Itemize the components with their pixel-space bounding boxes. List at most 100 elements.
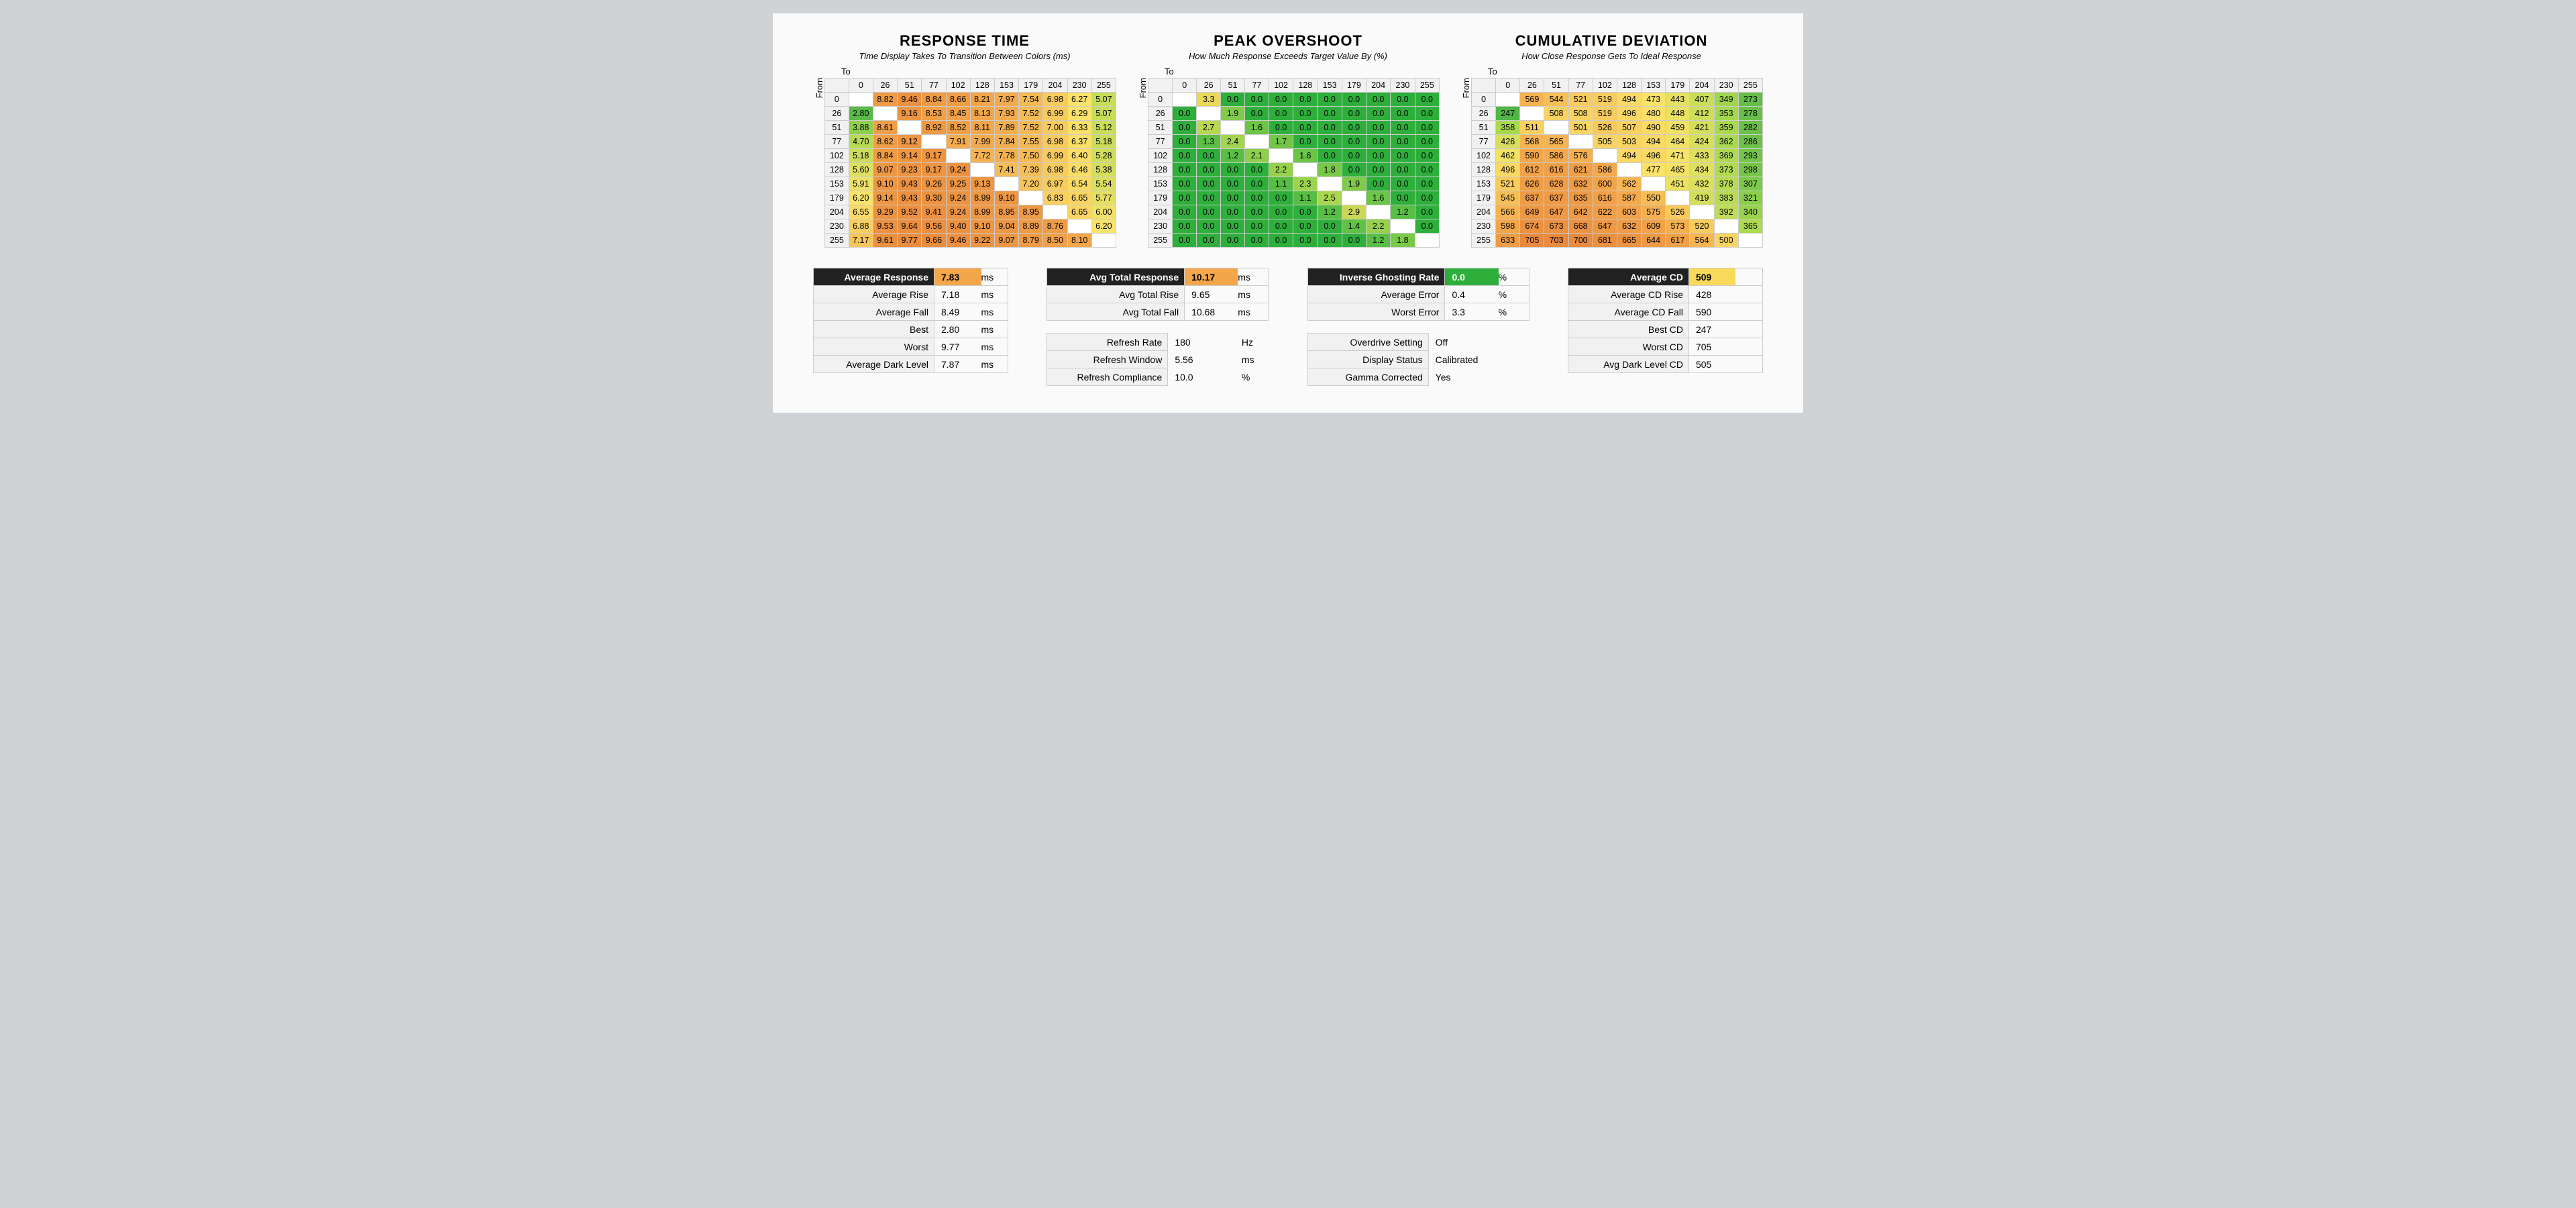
heatmap-cell: 471 [1666,149,1690,163]
heatmap-cell: 464 [1666,135,1690,149]
heatmap-cell: 0.0 [1415,135,1439,149]
col-header: 102 [1269,79,1293,93]
heatmap-cell: 0.0 [1221,163,1245,177]
heatmap-cell: 0.0 [1293,135,1318,149]
heatmap-cell: 432 [1690,177,1714,191]
summary-tables-row: Average Response7.83msAverage Rise7.18ms… [813,268,1763,386]
heatmap-cell: 681 [1593,234,1617,248]
summary-unit: ms [981,268,1008,286]
heatmap-cell: 564 [1690,234,1714,248]
heatmap-cell: 7.55 [1019,135,1043,149]
heatmap-cell: 0.0 [1391,177,1415,191]
heatmap-cell: 8.99 [970,205,994,219]
summary-label: Avg Total Response [1047,268,1185,286]
summary-unit [1502,351,1529,368]
summary-col-2: Avg Total Response10.17msAvg Total Rise9… [1046,268,1269,386]
heatmap-cell [1690,205,1714,219]
heatmap-cell: 0.0 [1318,234,1342,248]
heatmap-cell: 8.84 [922,93,946,107]
summary-unit: ms [981,286,1008,303]
heatmap-cell: 2.2 [1269,163,1293,177]
row-header: 153 [1472,177,1496,191]
heatmap-cell: 6.97 [1043,177,1067,191]
heatmap-cell: 0.0 [1318,219,1342,234]
heatmap-cell: 8.84 [873,149,897,163]
col-header: 51 [1221,79,1245,93]
heatmap-cell: 0.0 [1269,219,1293,234]
row-header: 128 [1148,163,1173,177]
heatmap-title: RESPONSE TIME [813,32,1116,50]
heatmap-cell: 0.0 [1245,93,1269,107]
heatmap-cell: 448 [1666,107,1690,121]
heatmap-cell: 9.24 [946,191,970,205]
heatmap-cell: 494 [1642,135,1666,149]
heatmap-cell: 1.2 [1318,205,1342,219]
heatmap-cell: 0.0 [1269,191,1293,205]
heatmap-title: PEAK OVERSHOOT [1136,32,1440,50]
heatmap-cell: 0.0 [1221,93,1245,107]
summary-unit: ms [981,303,1008,321]
heatmap-cell: 508 [1544,107,1568,121]
col-header: 128 [1293,79,1318,93]
heatmap-cell: 0.0 [1342,107,1366,121]
heatmap-cell: 9.26 [922,177,946,191]
heatmap-cell: 496 [1496,163,1520,177]
summary-label: Average CD [1568,268,1688,286]
heatmap-cell: 6.65 [1067,191,1091,205]
heatmap-cell: 508 [1568,107,1593,121]
heatmap-cell: 649 [1520,205,1544,219]
heatmap-cell: 562 [1617,177,1641,191]
heatmap-cell: 359 [1714,121,1738,135]
row-header: 26 [1472,107,1496,121]
heatmap-cell: 407 [1690,93,1714,107]
summary-label: Overdrive Setting [1307,334,1428,351]
heatmap-cell: 9.10 [873,177,897,191]
summary-table: Average Response7.83msAverage Rise7.18ms… [813,268,1008,373]
heatmap-cell: 6.37 [1067,135,1091,149]
heatmap-cell: 9.13 [970,177,994,191]
heatmap-cell: 0.0 [1318,149,1342,163]
heatmap-cell: 9.10 [970,219,994,234]
row-header: 102 [1472,149,1496,163]
heatmap-cell: 568 [1520,135,1544,149]
heatmap-cell [1642,177,1666,191]
heatmap-cell: 622 [1593,205,1617,219]
summary-unit: % [1499,303,1529,321]
heatmap-cell: 0.0 [1173,177,1197,191]
summary-value: 10.68 [1185,303,1238,321]
heatmap-cell: 0.0 [1366,163,1391,177]
heatmap-cell: 673 [1544,219,1568,234]
summary-label: Display Status [1307,351,1428,368]
heatmap-cell: 521 [1496,177,1520,191]
heatmap-cell: 544 [1544,93,1568,107]
summary-label: Average CD Fall [1568,303,1688,321]
heatmap-cell [1342,191,1366,205]
heatmap-cell: 0.0 [1245,107,1269,121]
heatmap-cell: 550 [1642,191,1666,205]
heatmap-cell: 628 [1544,177,1568,191]
summary-label: Average Rise [814,286,934,303]
heatmap-cell: 0.0 [1366,135,1391,149]
heatmap-cell: 0.0 [1269,107,1293,121]
heatmap-cell: 598 [1496,219,1520,234]
heatmap-cell: 0.0 [1342,149,1366,163]
col-header: 51 [1544,79,1568,93]
heatmap-cell: 6.20 [849,191,873,205]
col-header: 179 [1342,79,1366,93]
row-header: 102 [825,149,849,163]
heatmap-cell: 247 [1496,107,1520,121]
heatmap-cell: 6.99 [1043,149,1067,163]
heatmap-cell: 1.6 [1245,121,1269,135]
heatmap-cell [1520,107,1544,121]
heatmap-cell: 0.0 [1173,163,1197,177]
row-header: 0 [1148,93,1173,107]
heatmap-cell: 0.0 [1221,205,1245,219]
heatmap-cell: 278 [1738,107,1762,121]
heatmap-cell: 490 [1642,121,1666,135]
heatmap-cell: 587 [1617,191,1641,205]
summary-table: Avg Total Response10.17msAvg Total Rise9… [1046,268,1269,321]
summary-label: Worst Error [1307,303,1445,321]
axis-to-label: To [1136,66,1440,77]
col-header: 255 [1091,79,1116,93]
heatmap-cell: 586 [1593,163,1617,177]
